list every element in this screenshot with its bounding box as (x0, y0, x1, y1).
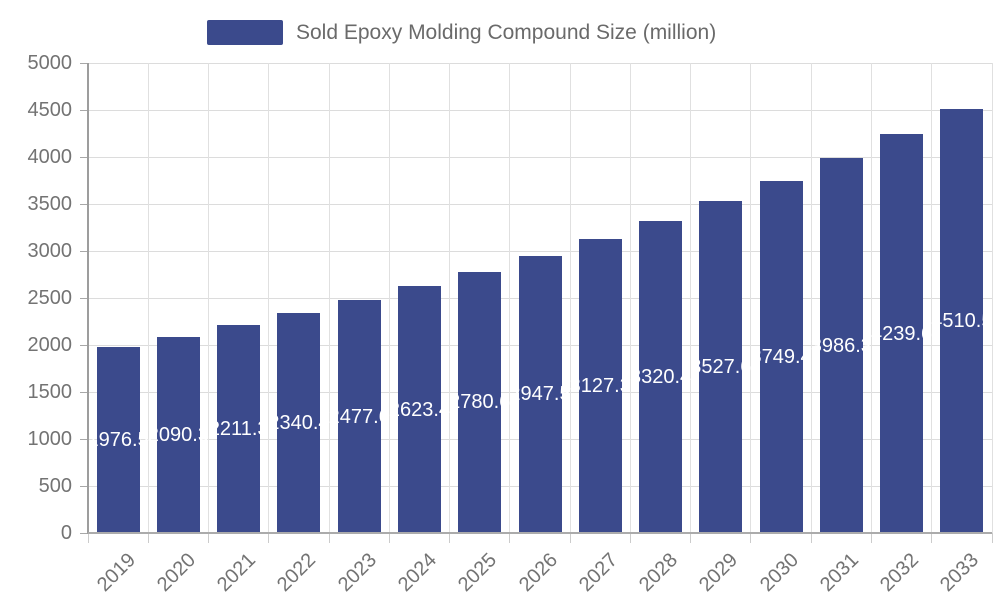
y-axis-tick (80, 109, 88, 111)
x-tick-label: 2019 (92, 549, 140, 597)
x-axis-tick (690, 533, 692, 543)
x-tick-label: 2030 (755, 549, 803, 597)
x-axis-tick (931, 533, 933, 543)
legend-item[interactable]: Sold Epoxy Molding Compound Size (millio… (207, 20, 716, 45)
gridline-v (268, 63, 270, 533)
x-tick-label: 2026 (514, 549, 562, 597)
bar-2024[interactable] (397, 286, 441, 533)
y-axis-tick (80, 62, 88, 64)
x-axis-line (88, 532, 992, 534)
y-axis-tick (80, 250, 88, 252)
x-axis-tick (449, 533, 451, 543)
bar-2022[interactable] (277, 313, 321, 533)
y-tick-label: 1000 (27, 428, 73, 450)
x-axis-tick (509, 533, 511, 543)
gridline-v (328, 63, 330, 533)
gridline-v (629, 63, 631, 533)
y-tick-label: 0 (60, 522, 72, 544)
gridline-v (750, 63, 752, 533)
x-tick-label: 2032 (876, 549, 924, 597)
x-tick-label: 2031 (815, 549, 863, 597)
bar-2032[interactable] (880, 134, 924, 533)
x-tick-label: 2033 (936, 549, 984, 597)
y-tick-label: 500 (38, 475, 72, 497)
bar-2028[interactable] (639, 220, 683, 533)
gridline-v (449, 63, 451, 533)
gridline-v (208, 63, 210, 533)
gridline-v (931, 63, 933, 533)
x-axis-tick (991, 533, 993, 543)
y-tick-label: 2500 (27, 287, 73, 309)
x-axis-tick (388, 533, 390, 543)
y-axis-tick (80, 485, 88, 487)
x-tick-label: 2021 (213, 549, 261, 597)
bar-2027[interactable] (578, 239, 622, 533)
gridline-h (88, 250, 992, 252)
bar-2030[interactable] (759, 180, 803, 533)
x-tick-label: 2025 (454, 549, 502, 597)
gridline-v (388, 63, 390, 533)
bar-2020[interactable] (156, 336, 200, 533)
x-tick-label: 2022 (273, 549, 321, 597)
gridline-v (147, 63, 149, 533)
x-axis-tick (810, 533, 812, 543)
y-tick-label: 4500 (27, 99, 73, 121)
x-axis-tick (208, 533, 210, 543)
gridline-h (88, 203, 992, 205)
y-tick-label: 1500 (27, 381, 73, 403)
y-axis-tick (80, 297, 88, 299)
bar-2021[interactable] (217, 325, 261, 533)
x-tick-label: 2023 (333, 549, 381, 597)
x-tick-label: 2024 (394, 549, 442, 597)
y-axis-tick (80, 438, 88, 440)
gridline-v (509, 63, 511, 533)
y-axis-tick (80, 532, 88, 534)
x-axis-tick (328, 533, 330, 543)
gridline-h (88, 109, 992, 111)
y-tick-label: 3000 (27, 240, 73, 262)
x-axis-tick (750, 533, 752, 543)
bar-2031[interactable] (819, 158, 863, 533)
y-tick-label: 5000 (27, 52, 73, 74)
y-axis-tick (80, 391, 88, 393)
y-tick-label: 3500 (27, 193, 73, 215)
x-axis-tick (569, 533, 571, 543)
bar-2019[interactable] (96, 347, 140, 533)
bar-2029[interactable] (699, 201, 743, 533)
x-tick-label: 2028 (635, 549, 683, 597)
y-axis-line (87, 63, 89, 534)
y-tick-label: 2000 (27, 334, 73, 356)
x-axis-tick (629, 533, 631, 543)
bar-2026[interactable] (518, 255, 562, 533)
bar-2023[interactable] (337, 300, 381, 533)
y-axis-tick (80, 156, 88, 158)
legend-label: Sold Epoxy Molding Compound Size (millio… (296, 21, 717, 44)
y-tick-label: 4000 (27, 146, 73, 168)
gridline-v (569, 63, 571, 533)
gridline-v (690, 63, 692, 533)
bar-2033[interactable] (940, 109, 984, 533)
x-tick-label: 2029 (695, 549, 743, 597)
x-axis-tick (147, 533, 149, 543)
y-axis-tick (80, 203, 88, 205)
x-tick-label: 2027 (574, 549, 622, 597)
y-axis-tick (80, 344, 88, 346)
gridline-v (991, 63, 993, 533)
x-axis-tick (268, 533, 270, 543)
gridline-h (88, 62, 992, 64)
legend-swatch (207, 20, 283, 45)
gridline-v (810, 63, 812, 533)
x-axis-tick (87, 533, 89, 543)
x-tick-label: 2020 (152, 549, 200, 597)
x-axis-tick (870, 533, 872, 543)
bar-2025[interactable] (458, 271, 502, 533)
gridline-v (870, 63, 872, 533)
gridline-h (88, 156, 992, 158)
